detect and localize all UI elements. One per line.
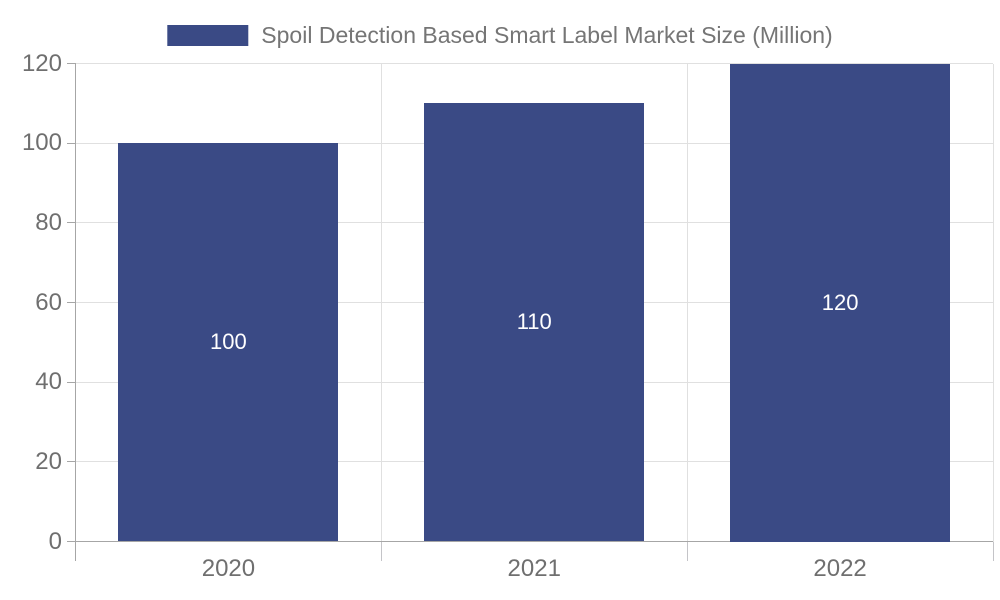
legend-label: Spoil Detection Based Smart Label Market…	[261, 22, 833, 48]
y-axis-tick	[67, 142, 76, 144]
y-axis-tick	[67, 461, 76, 463]
legend: Spoil Detection Based Smart Label Market…	[167, 22, 833, 49]
x-tick-label: 2021	[507, 555, 561, 582]
y-axis-tick	[67, 63, 76, 64]
x-axis-tick	[380, 541, 382, 561]
y-axis-tick	[67, 222, 76, 224]
x-axis-tick	[992, 541, 994, 561]
x-axis-tick	[686, 541, 688, 561]
y-tick-label: 60	[35, 288, 62, 316]
gridline-vertical	[686, 63, 688, 542]
gridline-horizontal	[75, 63, 993, 64]
y-axis-line	[75, 63, 76, 561]
x-tick-label: 2022	[813, 555, 867, 582]
y-tick-label: 0	[48, 527, 62, 555]
bar-value-label: 120	[821, 289, 859, 315]
gridline-vertical	[380, 63, 382, 542]
x-axis-line	[67, 541, 993, 542]
y-tick-label: 120	[21, 49, 62, 77]
bar-value-label: 100	[210, 329, 247, 355]
x-tick-label: 2020	[201, 555, 256, 582]
y-axis-tick	[67, 381, 76, 383]
bar-value-label: 110	[516, 309, 552, 335]
y-tick-label: 20	[35, 447, 62, 475]
y-tick-label: 80	[35, 208, 62, 236]
bar-2021	[424, 103, 645, 542]
bar-2020	[118, 143, 339, 542]
gridline-vertical	[992, 63, 994, 542]
y-tick-label: 40	[35, 368, 62, 396]
y-axis-tick	[67, 302, 76, 303]
bar-2022	[730, 63, 951, 542]
y-tick-label: 100	[21, 129, 62, 157]
y-axis-tick	[67, 541, 76, 542]
legend-swatch	[167, 25, 249, 46]
